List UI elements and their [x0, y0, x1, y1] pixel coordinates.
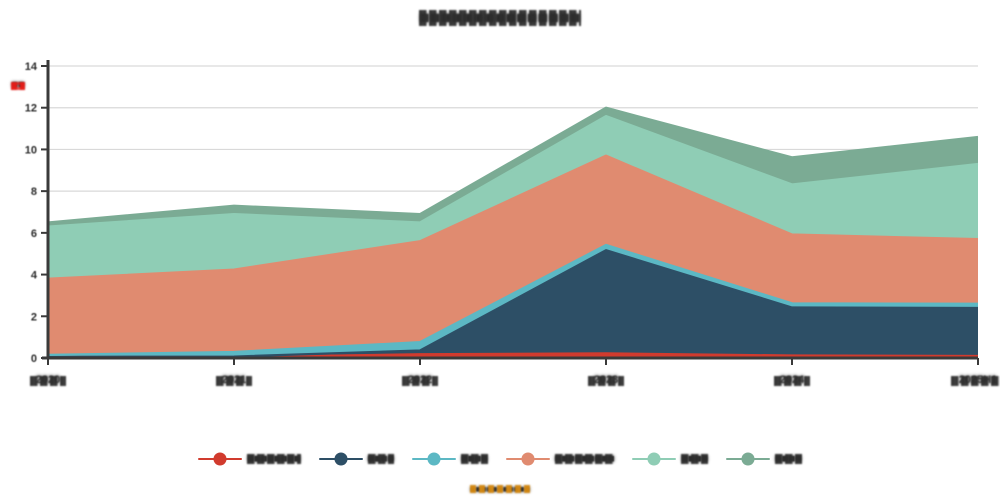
- y-tick-label: 4: [31, 270, 38, 282]
- y-tick-label: 8: [31, 186, 37, 198]
- x-tick-label: 2020: [30, 374, 66, 388]
- legend-swatch-icon: [632, 452, 677, 466]
- chart-title-text: ■■■■■■■■■■■■■■■: [419, 8, 581, 27]
- legend-item[interactable]: ■■■■: [412, 448, 488, 470]
- legend-item[interactable]: ■■■■: [632, 448, 708, 470]
- footer-note-text: ■■■■■■■■■■■: [470, 484, 530, 494]
- y-tick-labels: 0 2 4 6 8 10 12 14: [25, 61, 48, 365]
- chart-title: ■■■■■■■■■■■■■■■: [0, 4, 1000, 32]
- legend-item[interactable]: ■■■■■■■■: [198, 448, 301, 470]
- series-line: [47, 114, 979, 228]
- legend-item[interactable]: ■■■■■■■■■: [505, 448, 615, 470]
- y-axis-title-text: ■■: [11, 79, 25, 92]
- y-tick-label: 12: [25, 103, 37, 115]
- legend-label: ■■■■: [775, 453, 802, 465]
- x-tick-label: 2024: [774, 374, 810, 388]
- area-series: [48, 155, 978, 355]
- legend-swatch-icon: [318, 452, 363, 466]
- legend-label: ■■■■: [681, 453, 709, 465]
- y-tick-label: 6: [31, 228, 37, 240]
- series-line: [47, 154, 979, 280]
- series-line: [47, 106, 979, 224]
- legend-label: ■■■■■■■■: [247, 453, 301, 465]
- legend-label: ■■■■■■■■■: [554, 453, 615, 465]
- chart-legend: ■■■■■■■■ ■■■■ ■■■■ ■■■■■■■■■ ■■■■ ■■■■: [0, 444, 1000, 474]
- area-series: [48, 107, 978, 227]
- y-axis-title: ■■: [8, 66, 28, 106]
- x-tick-label: 2023: [588, 374, 624, 388]
- x-tick-label: 2025H1: [951, 374, 1000, 388]
- legend-label: ■■■■: [461, 453, 488, 465]
- plot-area: 0 2 4 6 8 10 12 14: [0, 36, 1000, 386]
- x-tick-label: 2022: [402, 374, 438, 388]
- legend-swatch-icon: [412, 452, 457, 466]
- stacked-area-chart: 0 2 4 6 8 10 12 14: [25, 60, 979, 365]
- x-tick-label: 2021: [216, 374, 252, 388]
- legend-swatch-icon: [198, 452, 243, 466]
- legend-swatch-icon: [726, 452, 771, 466]
- footer-note: ■■■■■■■■■■■: [0, 482, 1000, 496]
- x-axis: [42, 356, 979, 365]
- y-tick-label: 14: [25, 61, 38, 73]
- y-tick-label: 10: [25, 144, 37, 156]
- legend-item[interactable]: ■■■■: [318, 448, 395, 470]
- legend-swatch-icon: [505, 452, 550, 466]
- area-series-group: [48, 107, 978, 358]
- legend-item[interactable]: ■■■■: [726, 448, 802, 470]
- legend-label: ■■■■: [367, 453, 395, 465]
- y-tick-label: 0: [31, 353, 37, 365]
- y-tick-label: 2: [31, 311, 37, 323]
- area-series: [48, 250, 978, 357]
- series-line: [47, 243, 979, 356]
